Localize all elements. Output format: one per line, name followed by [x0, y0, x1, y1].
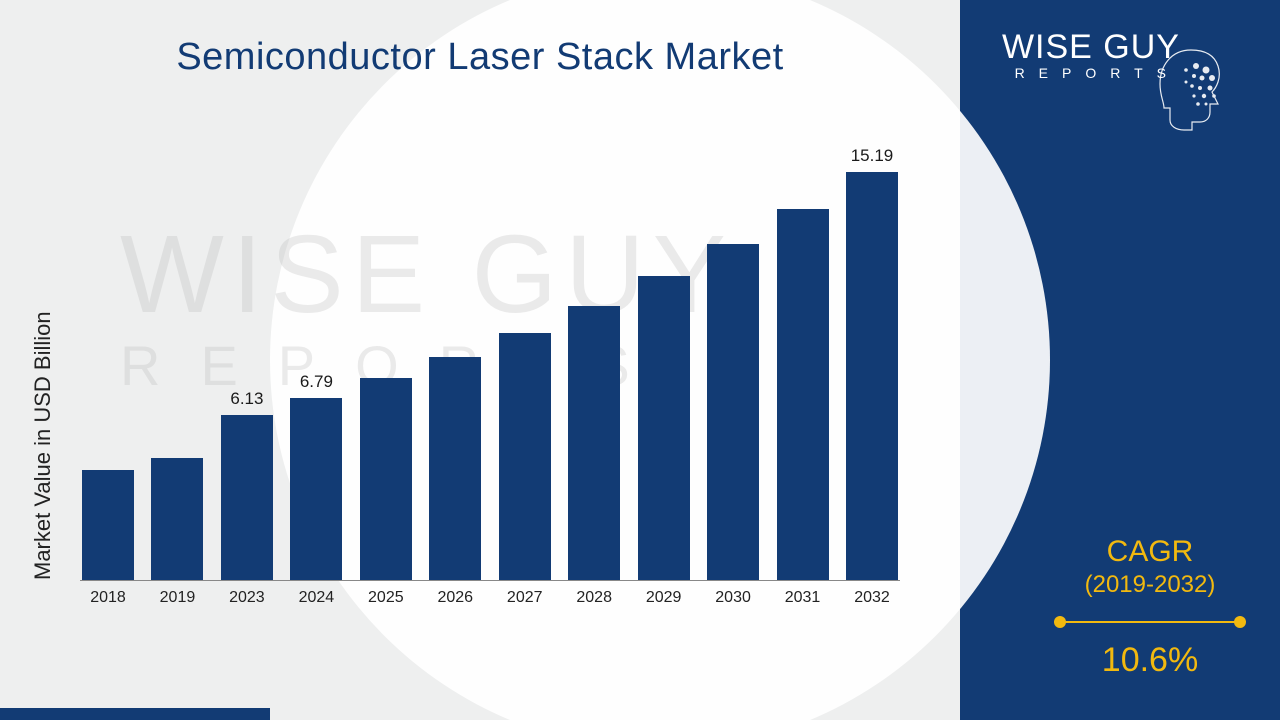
bar-slot: 6.13 — [219, 415, 275, 580]
bar-slot — [566, 306, 622, 580]
bar-value-label: 6.79 — [281, 372, 351, 392]
x-tick-label: 2029 — [636, 589, 692, 607]
bar — [360, 378, 412, 580]
y-axis-label: Market Value in USD Billion — [30, 311, 56, 580]
x-axis: 2018 2019 2023 2024 2025 2026 2027 2028 2029 2030… — [80, 580, 900, 610]
bar-slot — [149, 458, 205, 580]
bar — [151, 458, 203, 580]
bar-slot — [80, 470, 136, 580]
cagr-value: 10.6% — [1020, 641, 1280, 680]
cagr-divider — [1060, 621, 1240, 623]
plot-region: 6.136.7915.19 — [80, 150, 900, 580]
bar — [499, 333, 551, 580]
bar-value-label: 15.19 — [837, 146, 907, 166]
cagr-range: (2019-2032) — [1020, 571, 1280, 599]
bar — [429, 357, 481, 580]
x-tick-label: 2018 — [80, 589, 136, 607]
page-root: WISE GUY REPORTS Semiconductor Laser Sta… — [0, 0, 1280, 720]
bar-slot — [775, 209, 831, 580]
bar — [290, 398, 342, 580]
x-tick-label: 2027 — [497, 589, 553, 607]
bar — [82, 470, 134, 580]
bar-slot: 15.19 — [844, 172, 900, 580]
bar-slot — [705, 244, 761, 580]
bar — [707, 244, 759, 580]
chart-area: WISE GUY REPORTS Semiconductor Laser Sta… — [0, 0, 960, 720]
bar — [846, 172, 898, 580]
cagr-block: CAGR (2019-2032) 10.6% — [1020, 535, 1280, 680]
brand-logo: WISE GUY REPORTS — [1072, 28, 1250, 81]
brand-name: WISE GUY — [1002, 28, 1180, 67]
x-tick-label: 2023 — [219, 589, 275, 607]
bar — [568, 306, 620, 580]
bar-slot: 6.79 — [288, 398, 344, 580]
bars-container: 6.136.7915.19 — [80, 150, 900, 580]
chart-title: Semiconductor Laser Stack Market — [80, 36, 880, 79]
bar-slot — [497, 333, 553, 580]
bar — [638, 276, 690, 580]
x-tick-label: 2025 — [358, 589, 414, 607]
x-tick-label: 2031 — [775, 589, 831, 607]
x-tick-label: 2026 — [427, 589, 483, 607]
cagr-label: CAGR — [1020, 535, 1280, 569]
x-tick-label: 2032 — [844, 589, 900, 607]
x-tick-label: 2030 — [705, 589, 761, 607]
x-tick-label: 2024 — [288, 589, 344, 607]
bar — [777, 209, 829, 580]
x-tick-label: 2028 — [566, 589, 622, 607]
x-tick-label: 2019 — [149, 589, 205, 607]
x-labels-row: 2018 2019 2023 2024 2025 2026 2027 2028 2029 2030… — [80, 581, 900, 607]
bar — [221, 415, 273, 580]
bar-value-label: 6.13 — [212, 389, 282, 409]
brand-sub: REPORTS — [1002, 65, 1180, 81]
bar-slot — [427, 357, 483, 580]
bar-slot — [636, 276, 692, 580]
bar-slot — [358, 378, 414, 580]
